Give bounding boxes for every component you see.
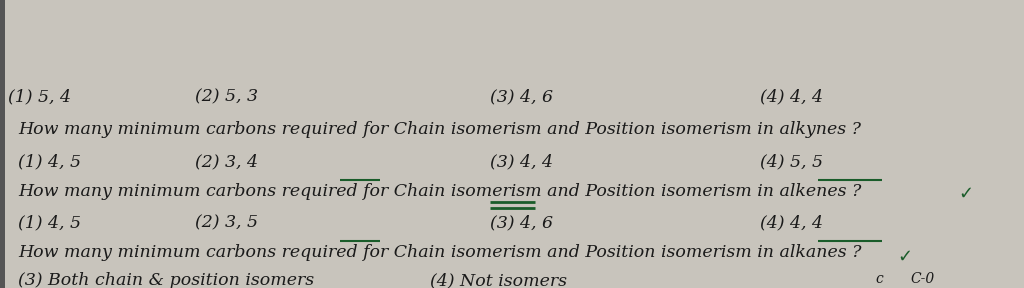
- Text: How many minimum carbons required for Chain isomerism and Position isomerism in : How many minimum carbons required for Ch…: [18, 183, 861, 200]
- Text: ✓: ✓: [958, 185, 973, 203]
- Text: (2) 5, 3: (2) 5, 3: [195, 88, 258, 105]
- Text: (2) 3, 4: (2) 3, 4: [195, 153, 258, 170]
- Text: (3) Both chain & position isomers: (3) Both chain & position isomers: [18, 272, 314, 288]
- Text: (1) 5, 4: (1) 5, 4: [8, 88, 71, 105]
- Text: (4) 4, 4: (4) 4, 4: [760, 88, 823, 105]
- Text: (3) 4, 6: (3) 4, 6: [490, 88, 553, 105]
- Text: c: c: [874, 272, 883, 286]
- Text: (3) 4, 6: (3) 4, 6: [490, 214, 553, 231]
- Text: (4) 5, 5: (4) 5, 5: [760, 153, 823, 170]
- Text: (4) 4, 4: (4) 4, 4: [760, 214, 823, 231]
- Text: C-0: C-0: [910, 272, 934, 286]
- Bar: [0, 0, 5, 288]
- Text: How many minimum carbons required for Chain isomerism and Position isomerism in : How many minimum carbons required for Ch…: [18, 121, 861, 138]
- Text: (2) 3, 5: (2) 3, 5: [195, 214, 258, 231]
- Text: (4) Not isomers: (4) Not isomers: [430, 272, 567, 288]
- Text: (3) 4, 4: (3) 4, 4: [490, 153, 553, 170]
- Text: ✓: ✓: [897, 248, 912, 266]
- Text: (1) 4, 5: (1) 4, 5: [18, 214, 81, 231]
- Text: (1) 4, 5: (1) 4, 5: [18, 153, 81, 170]
- Text: How many minimum carbons required for Chain isomerism and Position isomerism in : How many minimum carbons required for Ch…: [18, 244, 861, 261]
